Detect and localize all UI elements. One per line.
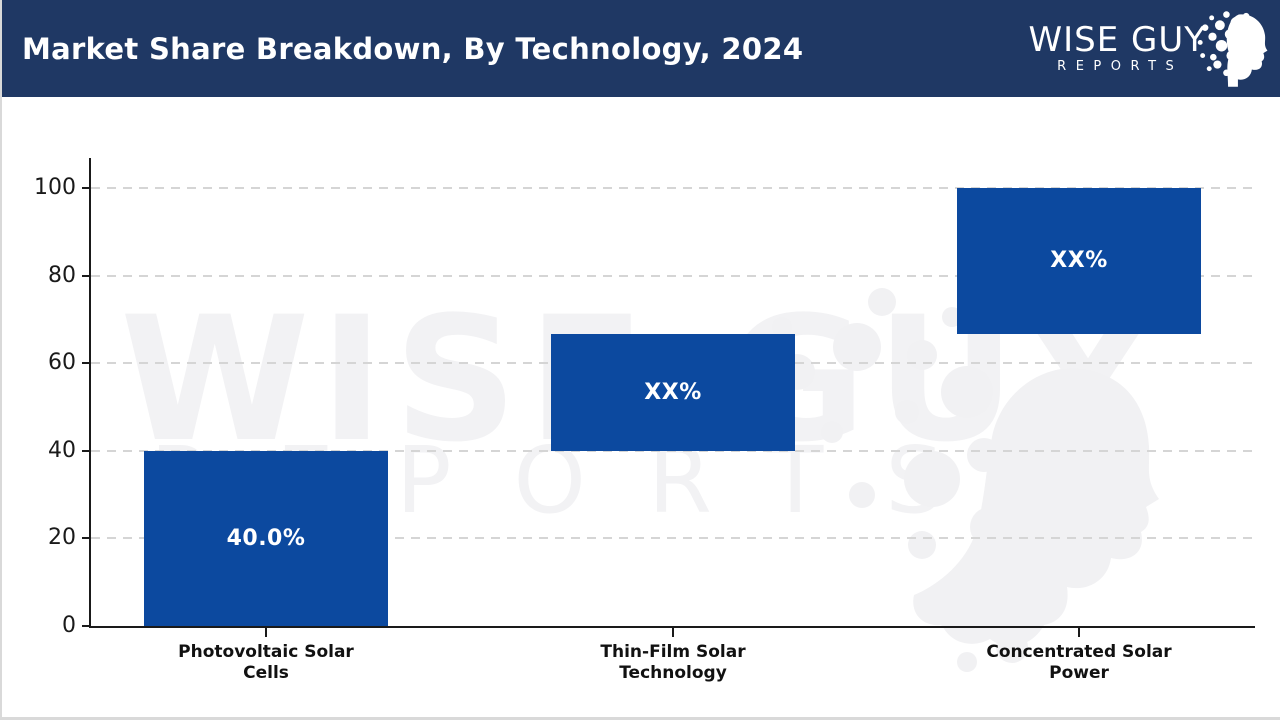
y-axis [89,158,91,628]
bar-value-label: 40.0% [226,525,306,551]
y-tick-label-20: 20 [48,525,76,551]
chart-area: WISE GUY REPORTS 0 20 40 60 80 100 40.0% XX% XX%… [2,97,1280,720]
x-tick-thin-film-solar-technology [672,628,674,637]
y-tick-label-60: 60 [48,350,76,376]
y-tick-label-0: 0 [62,613,76,638]
bar-value-label: XX% [1050,248,1108,274]
x-tick-label-thin-film-solar-technology: Thin-Film Solar Technology [600,642,746,683]
y-tick-20 [82,537,91,540]
x-tick-photovoltaic-solar-cells [265,628,267,637]
x-tick-label-concentrated-solar-power: Concentrated Solar Power [986,642,1172,683]
y-tick-80 [82,274,91,277]
logo-subtitle: REPORTS [1057,59,1184,75]
logo-text: WISE GUY REPORTS [1028,19,1206,75]
logo-wordmark: WISE GUY [1028,19,1206,60]
gridline-100 [91,187,1255,189]
y-tick-label-100: 100 [34,175,76,200]
x-axis [89,626,1255,628]
x-tick-concentrated-solar-power [1078,628,1080,637]
y-tick-40 [82,449,91,452]
y-tick-label-80: 80 [48,262,76,288]
y-tick-60 [82,362,91,365]
gridline-20 [91,537,1255,540]
x-tick-label-photovoltaic-solar-cells: Photovoltaic Solar Cells [178,642,354,683]
dotted-head-profile-icon [1197,10,1268,87]
bar-photovoltaic-solar-cells: 40.0% [144,450,388,626]
y-tick-label-40: 40 [48,437,76,463]
plot: 0 20 40 60 80 100 40.0% XX% XX% Photovoltaic Sola… [2,97,1280,717]
gridline-80 [91,274,1255,277]
y-tick-100 [82,187,91,189]
header-bar: Market Share Breakdown, By Technology, 2… [2,0,1280,97]
y-tick-0 [82,625,91,627]
gridline-40 [91,449,1255,452]
bar-thin-film-solar-technology: XX% [551,333,795,451]
bar-value-label: XX% [644,379,702,405]
bar-concentrated-solar-power: XX% [957,188,1201,334]
page-title: Market Share Breakdown, By Technology, 2… [22,31,804,66]
wiseguy-logo: WISE GUY REPORTS [1028,0,1274,97]
